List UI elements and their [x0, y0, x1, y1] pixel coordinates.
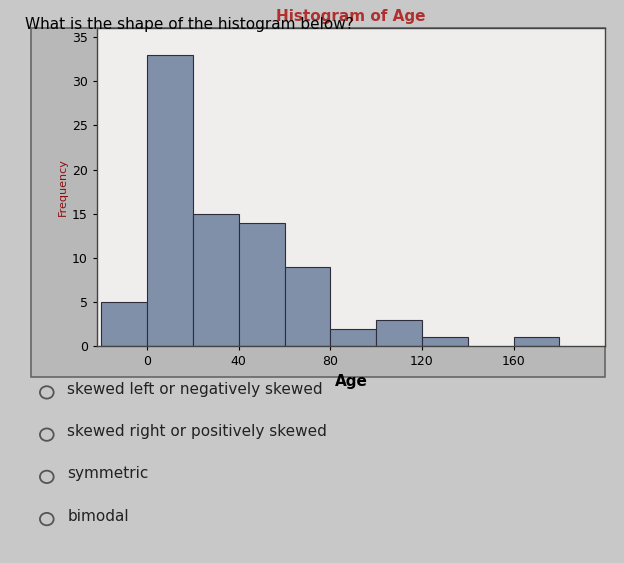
Bar — [514, 337, 560, 346]
Bar — [376, 320, 422, 346]
Title: Histogram of Age: Histogram of Age — [276, 9, 426, 24]
Text: symmetric: symmetric — [67, 466, 149, 481]
Bar — [101, 302, 147, 346]
Bar — [285, 267, 330, 346]
X-axis label: Age: Age — [334, 374, 368, 389]
Y-axis label: Frequency: Frequency — [57, 158, 67, 216]
Text: What is the shape of the histogram below?: What is the shape of the histogram below… — [25, 17, 354, 32]
Bar — [330, 329, 376, 346]
Bar — [147, 55, 193, 346]
Text: skewed right or positively skewed: skewed right or positively skewed — [67, 424, 327, 439]
Bar — [193, 214, 239, 346]
Text: skewed left or negatively skewed: skewed left or negatively skewed — [67, 382, 323, 397]
Bar — [239, 222, 285, 346]
Bar — [422, 337, 468, 346]
Text: bimodal: bimodal — [67, 508, 129, 524]
